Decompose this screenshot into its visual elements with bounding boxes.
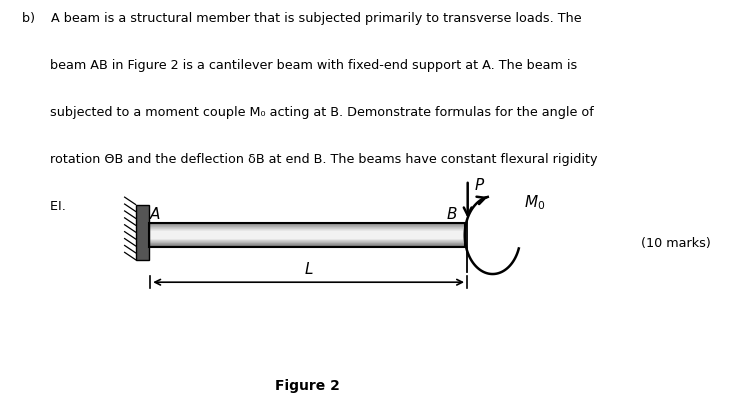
Bar xyxy=(149,226,465,227)
Text: P: P xyxy=(474,178,483,193)
Bar xyxy=(149,233,465,234)
Bar xyxy=(149,240,465,241)
Bar xyxy=(149,228,465,229)
Bar xyxy=(149,235,465,236)
Text: Figure 2: Figure 2 xyxy=(276,379,341,393)
Bar xyxy=(149,229,465,230)
Bar xyxy=(149,231,465,232)
Bar xyxy=(149,228,465,229)
Bar xyxy=(149,234,465,235)
Text: $M_0$: $M_0$ xyxy=(524,193,545,212)
Bar xyxy=(149,245,465,246)
Bar xyxy=(149,242,465,243)
Text: B: B xyxy=(447,207,457,222)
Bar xyxy=(149,222,465,223)
Text: rotation ΘB and the deflection δB at end B. The beams have constant flexural rig: rotation ΘB and the deflection δB at end… xyxy=(22,153,598,166)
Bar xyxy=(149,231,465,232)
Bar xyxy=(149,241,465,242)
Bar xyxy=(149,235,465,236)
Bar xyxy=(149,225,465,226)
Bar xyxy=(149,237,465,238)
Bar xyxy=(149,232,465,233)
Bar xyxy=(149,224,465,225)
Bar xyxy=(149,236,465,237)
Text: b)    A beam is a structural member that is subjected primarily to transverse lo: b) A beam is a structural member that is… xyxy=(22,12,582,25)
Bar xyxy=(149,243,465,244)
Text: EI.: EI. xyxy=(22,200,66,213)
Bar xyxy=(149,226,465,227)
Bar xyxy=(149,242,465,243)
Text: A: A xyxy=(150,207,161,222)
Bar xyxy=(149,241,465,242)
Bar xyxy=(149,233,465,234)
Bar xyxy=(149,227,465,228)
Bar xyxy=(149,230,465,231)
Bar xyxy=(149,225,465,226)
Text: beam AB in Figure 2 is a cantilever beam with fixed-end support at A. The beam i: beam AB in Figure 2 is a cantilever beam… xyxy=(22,59,577,72)
Bar xyxy=(149,227,465,228)
Bar xyxy=(149,223,465,224)
Bar xyxy=(149,239,465,240)
Bar xyxy=(149,245,465,246)
Text: L: L xyxy=(304,262,313,277)
Bar xyxy=(149,223,465,247)
Bar xyxy=(149,234,465,235)
Bar xyxy=(136,204,149,260)
Bar xyxy=(149,236,465,237)
Bar xyxy=(149,246,465,247)
Bar xyxy=(149,224,465,225)
Bar xyxy=(149,238,465,239)
Bar xyxy=(149,238,465,239)
Bar xyxy=(149,244,465,245)
Text: (10 marks): (10 marks) xyxy=(642,237,711,250)
Bar xyxy=(149,243,465,244)
Bar xyxy=(149,230,465,231)
Bar xyxy=(149,246,465,247)
Bar xyxy=(149,240,465,241)
Bar xyxy=(149,229,465,230)
Bar xyxy=(149,223,465,224)
Bar xyxy=(149,239,465,240)
Bar xyxy=(149,237,465,238)
Bar xyxy=(149,244,465,245)
Bar xyxy=(149,232,465,233)
Text: subjected to a moment couple M₀ acting at B. Demonstrate formulas for the angle : subjected to a moment couple M₀ acting a… xyxy=(22,106,594,119)
